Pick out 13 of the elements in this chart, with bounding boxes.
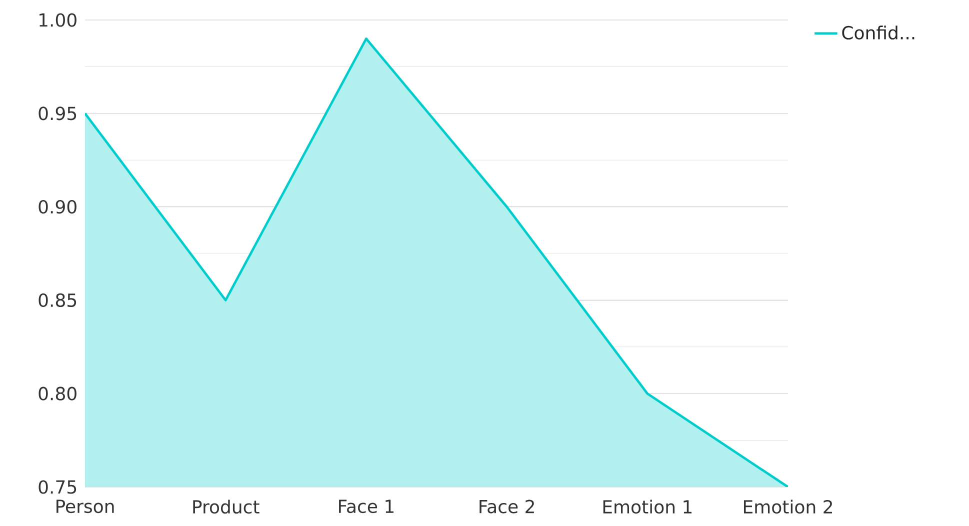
x-tick-label: Emotion 1: [603, 500, 692, 514]
x-tick-label: Emotion 2: [744, 500, 832, 514]
legend-label: Confid...: [842, 26, 914, 40]
x-tick-label: Person: [56, 500, 114, 514]
y-tick-label: 0.75: [38, 480, 76, 494]
y-tick-label: 0.85: [38, 293, 76, 308]
x-tick-label: Product: [193, 500, 260, 514]
y-tick-label: 0.90: [38, 200, 76, 214]
x-tick-label: Face 2: [480, 500, 534, 514]
y-tick-label: 0.80: [38, 386, 76, 400]
x-tick-label: Face 1: [339, 500, 394, 514]
y-tick-label: 1.00: [40, 13, 76, 27]
y-tick-label: 0.95: [38, 106, 76, 120]
